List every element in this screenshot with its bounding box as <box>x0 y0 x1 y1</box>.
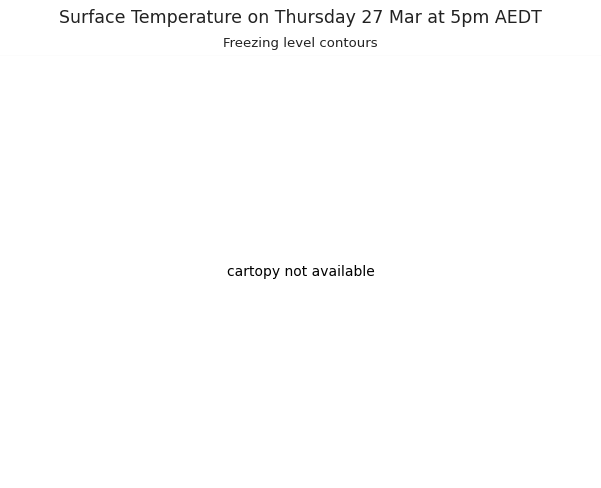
Text: Freezing level contours: Freezing level contours <box>223 37 378 50</box>
Text: cartopy not available: cartopy not available <box>227 265 374 279</box>
Text: Surface Temperature on Thursday 27 Mar at 5pm AEDT: Surface Temperature on Thursday 27 Mar a… <box>59 9 542 27</box>
